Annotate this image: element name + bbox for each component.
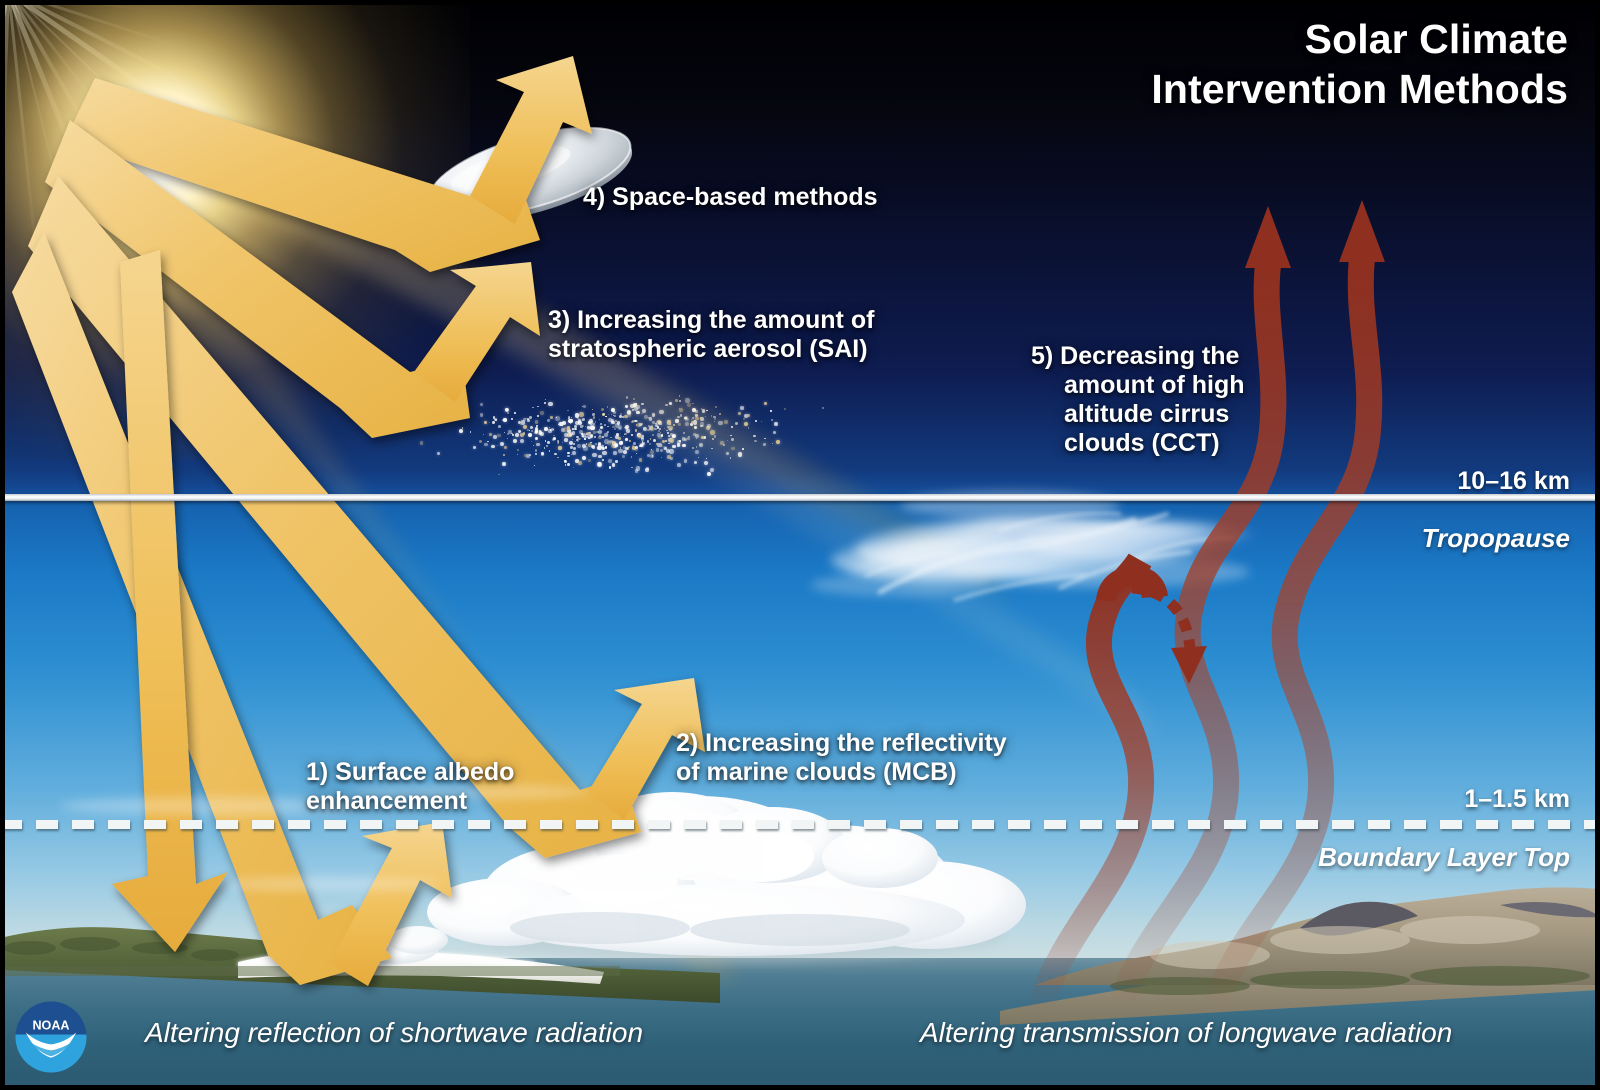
- method-5-first-line: 5) Decreasing the: [1031, 342, 1240, 370]
- method-4-label: 4) Space-based methods: [583, 183, 878, 211]
- longwave-arrow-1: [1027, 553, 1155, 1014]
- title-line-1: Solar Climate: [1304, 16, 1568, 62]
- tropopause-boundary-line: [0, 494, 1600, 501]
- shortwave-arrow-surface-albedo: [12, 232, 452, 986]
- method-3-label: 3) Increasing the amount of stratospheri…: [548, 306, 875, 363]
- boundary-layer-top-line: [0, 820, 1600, 829]
- caption-shortwave: Altering reflection of shortwave radiati…: [145, 1017, 644, 1048]
- method-2-label: 2) Increasing the reflectivity of marine…: [676, 729, 1007, 786]
- caption-longwave: Altering transmission of longwave radiat…: [920, 1017, 1453, 1048]
- title-line-2: Intervention Methods: [1151, 66, 1568, 113]
- shortwave-arrow-aerosol: [45, 120, 540, 438]
- noaa-logo-text: NOAA: [32, 1019, 69, 1033]
- horizon-haze: [60, 785, 590, 891]
- longwave-trapped-arrow: [1096, 565, 1207, 684]
- longwave-arrow-3: [1202, 256, 1383, 1014]
- dashed-return-arc: [1131, 582, 1196, 651]
- method-5-label: 5) Decreasing the amount of high altitude…: [1031, 342, 1245, 458]
- tropopause-zone-label: Tropopause: [1421, 523, 1570, 553]
- longwave-arrowheads: [1245, 200, 1385, 268]
- shortwave-arrow-incoming: [112, 250, 228, 952]
- marine-cloud-icon: [351, 792, 1026, 964]
- boundary-layer-zone-label: Boundary Layer Top: [1318, 842, 1570, 872]
- noaa-logo[interactable]: NOAA: [14, 1000, 88, 1074]
- method-5-rest: amount of high altitude cirrus clouds (C…: [1064, 371, 1245, 457]
- page-title: Solar Climate Intervention Methods: [1151, 14, 1568, 114]
- boundary-layer-altitude-label: 1–1.5 km: [1464, 785, 1570, 813]
- shortwave-arrow-marine-cloud: [28, 176, 705, 858]
- method-1-label: 1) Surface albedo enhancement: [306, 758, 515, 815]
- tropopause-altitude-label: 10–16 km: [1457, 467, 1570, 495]
- shortwave-arrow-space: [65, 56, 592, 272]
